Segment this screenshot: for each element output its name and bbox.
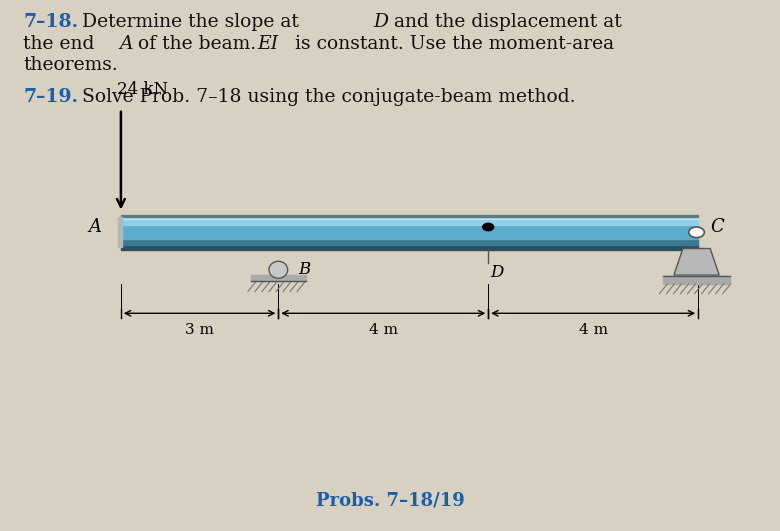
Bar [121, 219, 698, 225]
Text: and the displacement at: and the displacement at [388, 13, 622, 31]
Text: 7–19.: 7–19. [23, 88, 79, 106]
Text: D: D [373, 13, 388, 31]
Text: theorems.: theorems. [23, 56, 118, 74]
Polygon shape [674, 249, 719, 275]
Bar [251, 275, 306, 281]
Bar [121, 225, 698, 239]
Text: Determine the slope at: Determine the slope at [82, 13, 305, 31]
Bar [121, 239, 698, 245]
Bar [121, 215, 698, 217]
Text: C: C [711, 218, 725, 236]
Ellipse shape [269, 261, 288, 278]
Bar [118, 217, 122, 247]
Bar [663, 276, 729, 284]
Text: Probs. 7–18/19: Probs. 7–18/19 [316, 492, 464, 510]
Text: 4 m: 4 m [369, 323, 398, 337]
Bar [121, 217, 698, 219]
Text: A: A [88, 218, 101, 236]
Circle shape [689, 227, 704, 238]
Text: of the beam.: of the beam. [132, 35, 262, 53]
Bar [121, 215, 698, 217]
Text: D: D [491, 264, 504, 281]
Text: 7–18.: 7–18. [23, 13, 79, 31]
Text: 4 m: 4 m [579, 323, 608, 337]
Text: 24 kN: 24 kN [117, 81, 168, 98]
Text: 3 m: 3 m [185, 323, 214, 337]
Text: EI: EI [257, 35, 278, 53]
Bar [121, 245, 698, 250]
Circle shape [483, 224, 494, 230]
Text: the end: the end [23, 35, 101, 53]
Text: B: B [298, 261, 310, 278]
Text: is constant. Use the moment-area: is constant. Use the moment-area [289, 35, 614, 53]
Text: Solve Prob. 7–18 using the conjugate-beam method.: Solve Prob. 7–18 using the conjugate-bea… [82, 88, 576, 106]
Text: A: A [119, 35, 133, 53]
